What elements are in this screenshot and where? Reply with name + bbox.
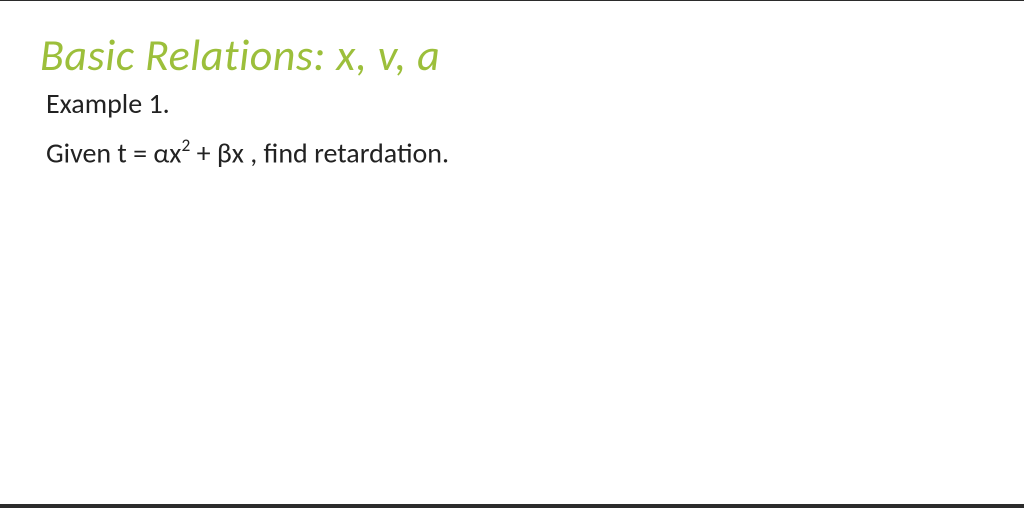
bottom-border [0,504,1024,508]
subtitle-text: Example 1. [46,86,170,121]
page-title: Basic Relations: x, v, a [40,28,984,82]
problem-suffix: + βx , find retardation. [190,135,449,170]
top-border [0,0,1024,1]
problem-exponent: 2 [181,134,190,156]
title-text: Basic Relations: x, v, a [40,28,440,82]
example-label: Example 1. [46,86,984,121]
problem-prefix: Given t = αx [46,135,181,170]
problem-statement: Given t = αx2 + βx , find retardation. [46,135,984,170]
